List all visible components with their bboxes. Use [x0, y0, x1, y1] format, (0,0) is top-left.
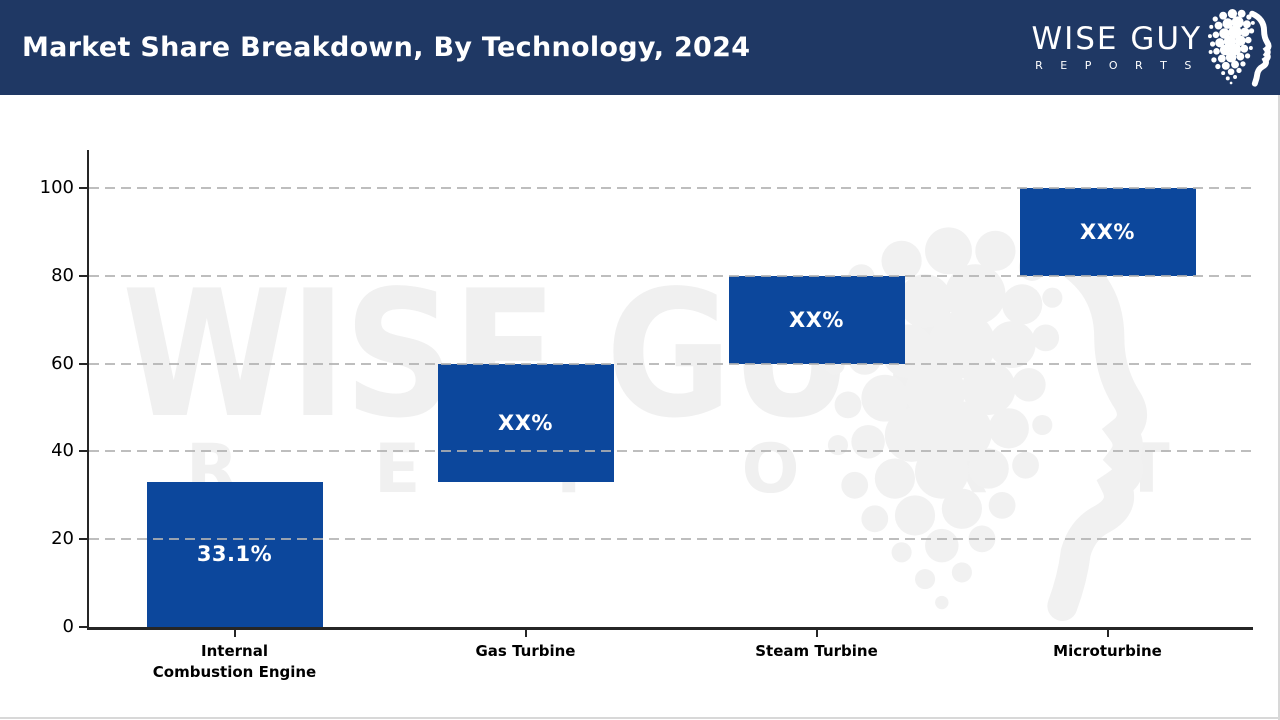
y-tick-mark	[79, 187, 88, 189]
header-bar: Market Share Breakdown, By Technology, 2…	[0, 0, 1280, 95]
bar: XX%	[728, 275, 905, 364]
watermark-tagline: R E P O R T S	[186, 430, 1280, 509]
x-tick-mark	[1106, 630, 1109, 637]
x-tick-mark	[524, 630, 527, 637]
logo-head-icon	[1206, 7, 1272, 89]
y-tick-label: 0	[62, 616, 74, 637]
x-tick-label: Internal Combustion Engine	[152, 642, 317, 681]
logo-name: WISE GUY	[1031, 20, 1202, 57]
bar-value-label: XX%	[789, 307, 844, 332]
y-tick-label: 20	[51, 528, 74, 550]
x-axis-line	[87, 627, 1253, 630]
bar-value-label: 33.1%	[196, 542, 273, 567]
y-tick-mark	[79, 626, 88, 628]
x-tick-label: Gas Turbine	[475, 642, 576, 660]
y-tick-mark	[79, 538, 88, 541]
bar: XX%	[1019, 188, 1196, 276]
y-tick-mark	[79, 362, 88, 365]
y-gridline	[89, 187, 1253, 189]
y-tick-label: 60	[51, 352, 74, 374]
frame-bottom-border	[0, 717, 1280, 719]
y-tick-mark	[79, 274, 88, 277]
bar-value-label: XX%	[498, 410, 553, 435]
y-gridline	[89, 362, 1253, 365]
bar: XX%	[437, 363, 614, 482]
logo-tagline: R E P O R T S	[1035, 58, 1199, 72]
brand-logo: WISE GUY R E P O R T S	[1031, 0, 1272, 95]
y-axis-line	[87, 150, 89, 630]
x-tick-label: Microturbine	[1053, 642, 1162, 660]
y-tick-mark	[79, 450, 88, 453]
y-tick-label: 40	[51, 440, 74, 462]
frame-right-border	[1278, 95, 1280, 720]
bar: 33.1%	[146, 481, 323, 627]
y-gridline	[89, 274, 1253, 277]
x-tick-mark	[233, 630, 236, 637]
x-tick-label: Steam Turbine	[755, 642, 878, 660]
bar-value-label: XX%	[1080, 219, 1135, 244]
y-tick-label: 100	[39, 177, 74, 198]
y-tick-label: 80	[51, 264, 74, 286]
x-tick-mark	[815, 630, 818, 637]
page-title: Market Share Breakdown, By Technology, 2…	[22, 32, 751, 63]
y-gridline	[89, 450, 1253, 453]
y-gridline	[89, 538, 1253, 541]
